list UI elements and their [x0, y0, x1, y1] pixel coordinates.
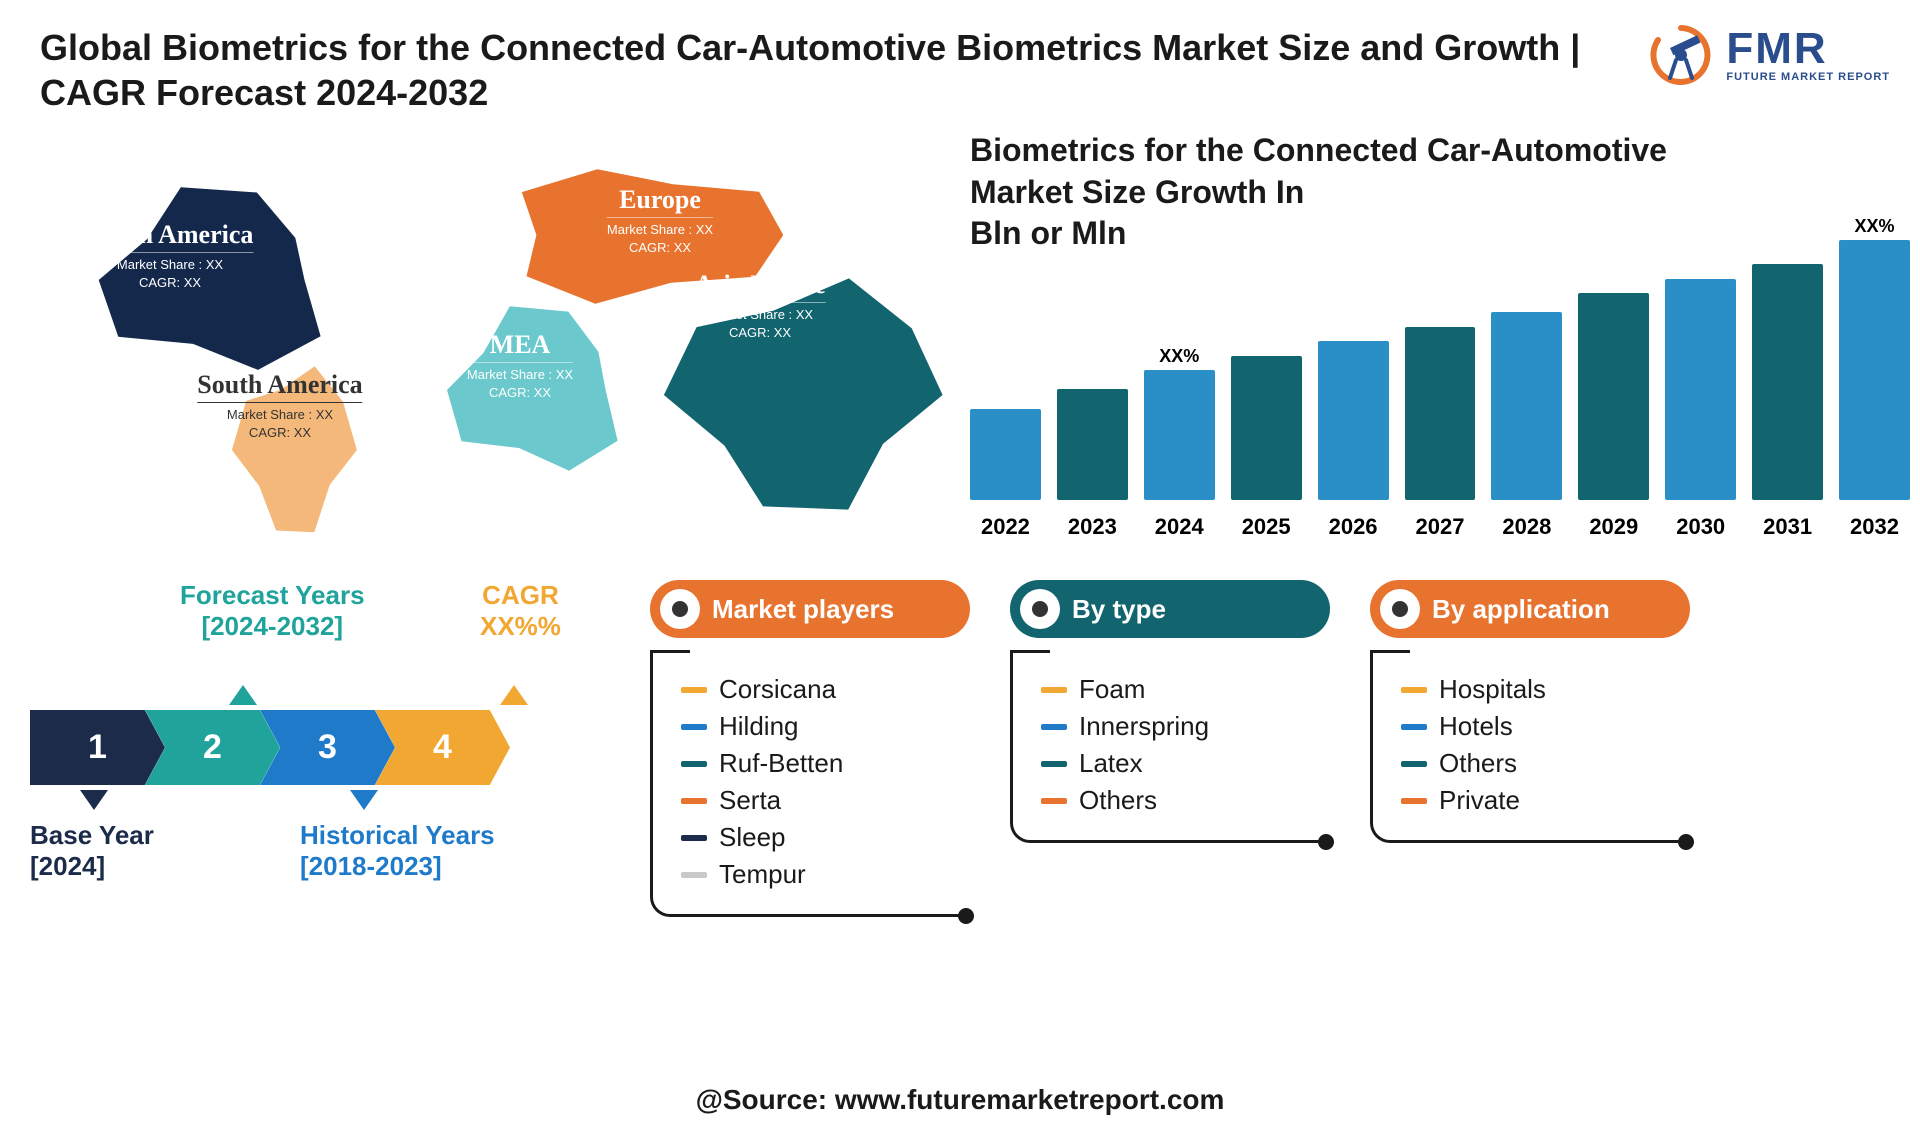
bars-area: XX% XX%	[970, 240, 1910, 500]
x-label: 2032	[1839, 514, 1910, 540]
x-label: 2029	[1578, 514, 1649, 540]
bar-2030	[1665, 279, 1736, 500]
world-map: North AmericaMarket Share : XXCAGR: XX So…	[20, 140, 950, 540]
bar-2031	[1752, 264, 1823, 500]
x-label: 2028	[1491, 514, 1562, 540]
category-pill: By type	[1010, 580, 1330, 638]
bullet-icon	[681, 835, 707, 841]
bullet-icon	[1041, 687, 1067, 693]
bullet-icon	[1401, 724, 1427, 730]
bar-2032: XX%	[1839, 240, 1910, 500]
list-item: Foam	[1041, 674, 1330, 705]
category-list: Hospitals Hotels Others Private	[1370, 650, 1690, 843]
category-type: By type Foam Innerspring Latex Others	[1010, 580, 1330, 843]
region-label-mea: MEAMarket Share : XXCAGR: XX	[467, 330, 573, 402]
bar-2025	[1231, 356, 1302, 500]
region-label-ap: Asia PacificMarket Share : XXCAGR: XX	[695, 270, 826, 342]
telescope-icon	[1646, 20, 1716, 90]
page-title: Global Biometrics for the Connected Car-…	[40, 25, 1640, 115]
chart-title: Biometrics for the Connected Car-Automot…	[970, 130, 1910, 255]
bar-top-label: XX%	[1159, 346, 1199, 367]
triangle-up-icon	[500, 685, 528, 705]
category-pill: Market players	[650, 580, 970, 638]
category-pill: By application	[1370, 580, 1690, 638]
category-list: Corsicana Hilding Ruf-Betten Serta Sleep Temp…	[650, 650, 970, 917]
step-3: 3	[260, 710, 395, 785]
cagr-label: CAGR XX%%	[480, 580, 561, 642]
list-item: Serta	[681, 785, 970, 816]
x-label: 2030	[1665, 514, 1736, 540]
list-item: Latex	[1041, 748, 1330, 779]
region-label-na: North AmericaMarket Share : XXCAGR: XX	[87, 220, 254, 292]
dot-icon	[1380, 589, 1420, 629]
bar-2022	[970, 409, 1041, 500]
bullet-icon	[681, 872, 707, 878]
bar-2024: XX%	[1144, 370, 1215, 500]
list-item: Sleep	[681, 822, 970, 853]
bullet-icon	[1401, 761, 1427, 767]
triangle-down-icon	[350, 790, 378, 810]
category-list: Foam Innerspring Latex Others	[1010, 650, 1330, 843]
x-label: 2025	[1231, 514, 1302, 540]
brand-logo: FMR FUTURE MARKET REPORT	[1646, 20, 1890, 90]
bar-2026	[1318, 341, 1389, 500]
x-label: 2024	[1144, 514, 1215, 540]
region-label-sa: South AmericaMarket Share : XXCAGR: XX	[197, 370, 362, 442]
bullet-icon	[1401, 798, 1427, 804]
dot-icon	[660, 589, 700, 629]
triangle-down-icon	[80, 790, 108, 810]
list-item: Corsicana	[681, 674, 970, 705]
growth-bar-chart: Biometrics for the Connected Car-Automot…	[970, 130, 1910, 540]
x-label: 2026	[1318, 514, 1389, 540]
list-item: Tempur	[681, 859, 970, 890]
x-label: 2027	[1405, 514, 1476, 540]
header: Global Biometrics for the Connected Car-…	[40, 25, 1640, 115]
step-2: 2	[145, 710, 280, 785]
list-item: Innerspring	[1041, 711, 1330, 742]
x-label: 2031	[1752, 514, 1823, 540]
bar-2023	[1057, 389, 1128, 500]
logo-text: FMR	[1726, 27, 1890, 71]
list-item: Hilding	[681, 711, 970, 742]
step-row: 1234	[30, 710, 510, 785]
bullet-icon	[681, 687, 707, 693]
x-label: 2022	[970, 514, 1041, 540]
category-app: By application Hospitals Hotels Others Priva…	[1370, 580, 1690, 843]
step-1: 1	[30, 710, 165, 785]
bar-top-label: XX%	[1855, 216, 1895, 237]
source-attribution: @Source: www.futuremarketreport.com	[0, 1084, 1920, 1116]
list-item: Private	[1401, 785, 1690, 816]
bullet-icon	[681, 761, 707, 767]
dot-icon	[1020, 589, 1060, 629]
bullet-icon	[1401, 687, 1427, 693]
x-label: 2023	[1057, 514, 1128, 540]
bar-2027	[1405, 327, 1476, 500]
bullet-icon	[1041, 798, 1067, 804]
bullet-icon	[1041, 761, 1067, 767]
list-item: Ruf-Betten	[681, 748, 970, 779]
list-item: Others	[1041, 785, 1330, 816]
bar-2028	[1491, 312, 1562, 500]
base-year-label: Base Year [2024]	[30, 820, 154, 882]
category-players: Market players Corsicana Hilding Ruf-Betten…	[650, 580, 970, 917]
historical-label: Historical Years [2018-2023]	[300, 820, 495, 882]
region-label-eu: EuropeMarket Share : XXCAGR: XX	[607, 185, 713, 257]
list-item: Hotels	[1401, 711, 1690, 742]
bullet-icon	[1041, 724, 1067, 730]
bullet-icon	[681, 724, 707, 730]
step-4: 4	[375, 710, 510, 785]
logo-subtitle: FUTURE MARKET REPORT	[1726, 71, 1890, 83]
bullet-icon	[681, 798, 707, 804]
triangle-up-icon	[229, 685, 257, 705]
list-item: Hospitals	[1401, 674, 1690, 705]
x-axis-labels: 2022 2023 2024 2025 2026 2027 2028 2029 2030 2031…	[970, 514, 1910, 540]
timeline-steps: Forecast Years [2024-2032] CAGR XX%% 123…	[30, 580, 610, 930]
forecast-label: Forecast Years [2024-2032]	[180, 580, 365, 642]
bar-2029	[1578, 293, 1649, 500]
list-item: Others	[1401, 748, 1690, 779]
